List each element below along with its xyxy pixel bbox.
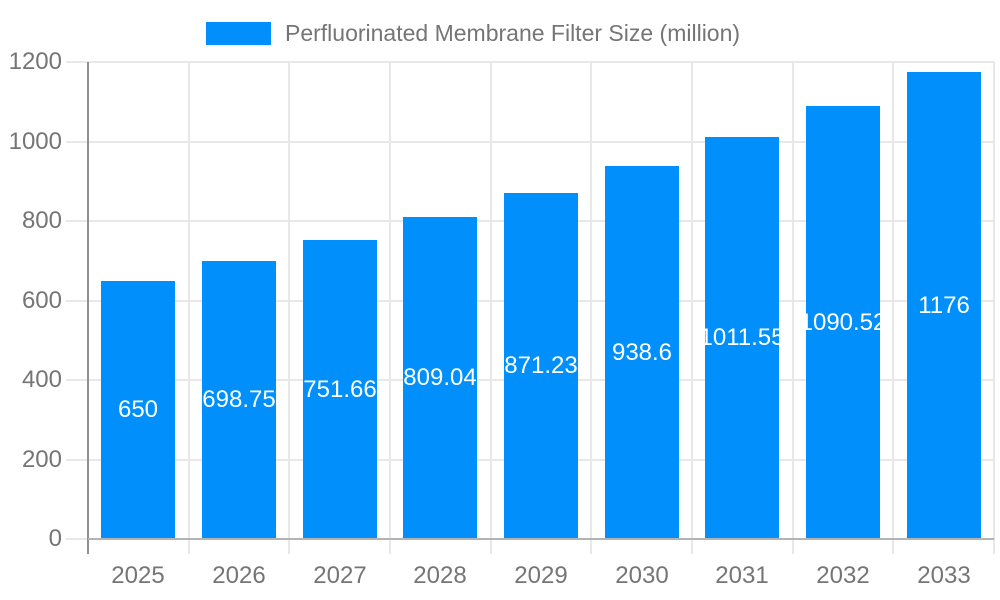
y-tick-label: 1000: [8, 128, 62, 155]
y-axis-tick: [66, 61, 88, 63]
bar[interactable]: [101, 281, 175, 539]
vertical-gridline: [288, 62, 290, 554]
bar[interactable]: [303, 240, 377, 539]
vertical-gridline: [691, 62, 693, 554]
y-axis-tick: [66, 141, 88, 143]
x-tick-label: 2025: [111, 562, 165, 589]
x-tick-label: 2026: [212, 562, 266, 589]
x-tick-label: 2031: [715, 562, 769, 589]
legend-swatch-icon: [206, 22, 271, 45]
y-axis-tick: [66, 459, 88, 461]
vertical-gridline: [993, 62, 995, 554]
x-tick-label: 2028: [413, 562, 467, 589]
legend-label: Perfluorinated Membrane Filter Size (mil…: [285, 20, 741, 46]
y-tick-label: 600: [21, 287, 62, 314]
vertical-gridline: [188, 62, 190, 554]
y-axis-tick: [66, 300, 88, 302]
y-tick-label: 400: [21, 366, 62, 393]
bar[interactable]: [403, 217, 477, 539]
bar[interactable]: [806, 106, 880, 539]
horizontal-gridline: [88, 141, 994, 143]
x-tick-label: 2030: [615, 562, 669, 589]
x-axis-line: [88, 538, 994, 540]
y-axis-tick: [66, 379, 88, 381]
vertical-gridline: [792, 62, 794, 554]
y-axis-tick: [66, 538, 88, 540]
vertical-gridline: [490, 62, 492, 554]
x-tick-label: 2027: [313, 562, 367, 589]
bar[interactable]: [504, 193, 578, 539]
y-tick-label: 200: [21, 446, 62, 473]
y-axis-tick: [66, 220, 88, 222]
y-tick-label: 1200: [8, 48, 62, 75]
bar[interactable]: [907, 72, 981, 539]
bar[interactable]: [202, 261, 276, 539]
vertical-gridline: [590, 62, 592, 554]
y-axis-line: [87, 62, 89, 554]
bar[interactable]: [605, 166, 679, 539]
legend-item[interactable]: Perfluorinated Membrane Filter Size (mil…: [206, 22, 740, 45]
horizontal-gridline: [88, 61, 994, 63]
y-tick-label: 0: [48, 525, 62, 552]
bar[interactable]: [705, 137, 779, 539]
x-tick-label: 2032: [816, 562, 870, 589]
vertical-gridline: [389, 62, 391, 554]
x-tick-label: 2029: [514, 562, 568, 589]
y-tick-label: 800: [21, 207, 62, 234]
vertical-gridline: [892, 62, 894, 554]
x-tick-label: 2033: [917, 562, 971, 589]
